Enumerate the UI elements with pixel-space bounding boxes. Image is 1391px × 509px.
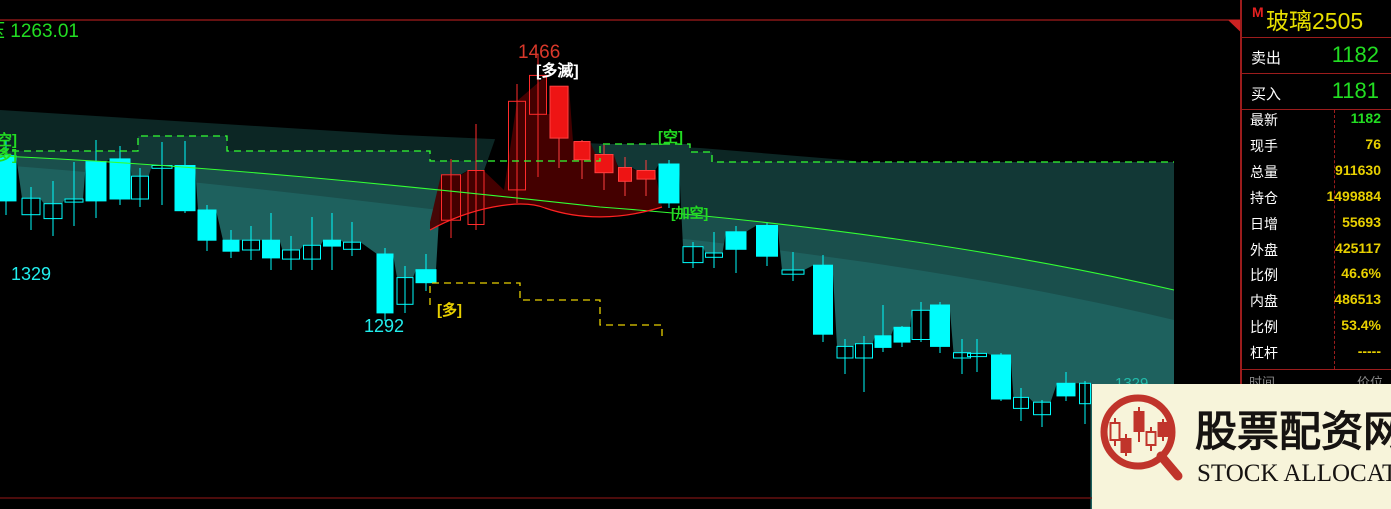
svg-text:1292: 1292 <box>364 316 404 336</box>
svg-text:[多]: [多] <box>437 301 462 319</box>
svg-text:[多]: [多] <box>0 146 17 164</box>
svg-text:[加空]: [加空] <box>671 205 708 221</box>
svg-text:压 1263.01: 压 1263.01 <box>0 21 79 42</box>
svg-text:[空]: [空] <box>658 128 683 146</box>
svg-text:1466: 1466 <box>518 42 560 63</box>
svg-text:[多滅]: [多滅] <box>536 61 579 80</box>
svg-text:1329: 1329 <box>11 264 51 284</box>
